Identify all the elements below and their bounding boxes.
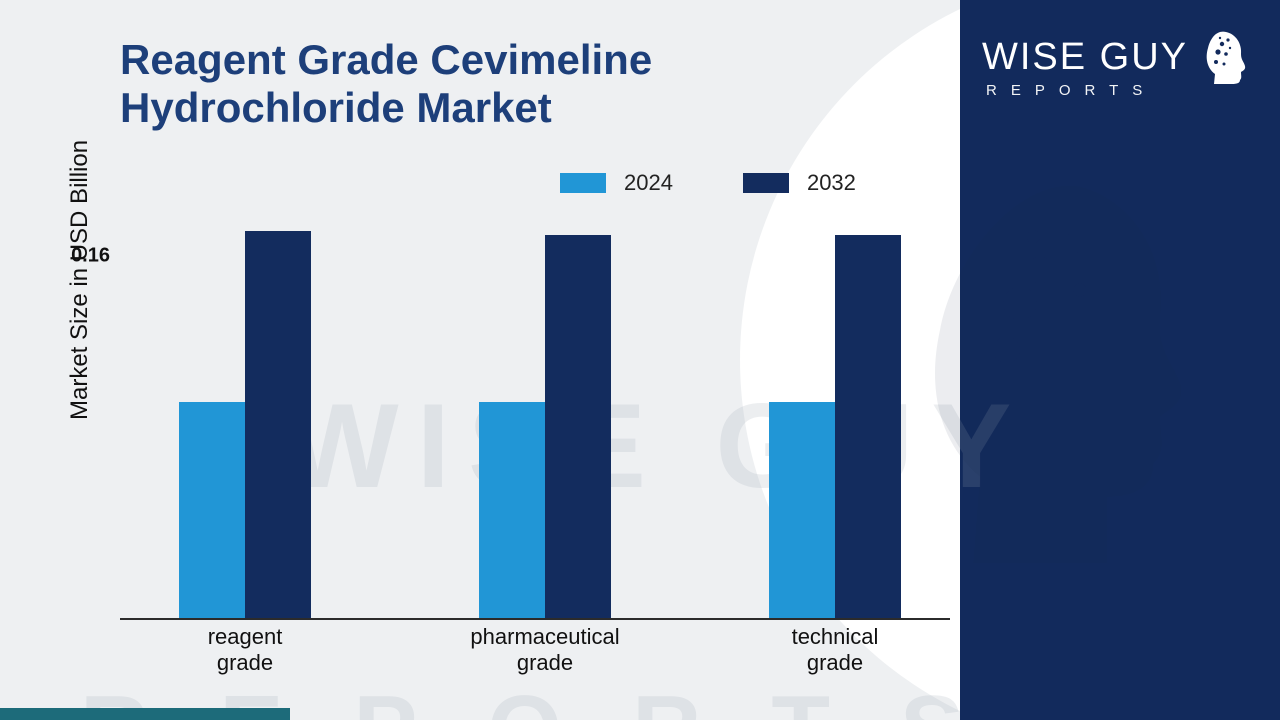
brand-logo: WISE GUY REPORTS — [982, 30, 1252, 99]
y-tick: 0.16 — [70, 244, 110, 267]
legend-item-0: 2024 — [560, 170, 673, 196]
x-axis-label: technicalgrade — [725, 618, 945, 677]
footer-accent-bar — [0, 708, 290, 720]
legend-swatch-0 — [560, 173, 606, 193]
bar — [179, 402, 245, 618]
plot-area: 0.16reagentgradepharmaceuticalgradetechn… — [120, 210, 950, 620]
bar-group: technicalgrade — [750, 235, 920, 618]
bar-group: reagentgrade — [160, 231, 330, 618]
right-panel — [960, 0, 1280, 720]
brand-main-row: WISE GUY — [982, 30, 1252, 84]
bar — [245, 231, 311, 618]
chart-title: Reagent Grade Cevimeline Hydrochloride M… — [120, 36, 740, 133]
bar — [479, 402, 545, 618]
brand-sub-text: REPORTS — [986, 82, 1252, 99]
chart-canvas: WISE GUY REPORTS Reagent Grade Cevimelin… — [0, 0, 1280, 720]
brand-head-icon — [1196, 30, 1246, 84]
y-axis-label: Market Size in USD Billion — [66, 140, 94, 420]
x-axis-label: pharmaceuticalgrade — [435, 618, 655, 677]
bar — [545, 235, 611, 618]
legend-swatch-1 — [743, 173, 789, 193]
bar — [835, 235, 901, 618]
x-axis-label: reagentgrade — [135, 618, 355, 677]
legend-label-0: 2024 — [624, 170, 673, 196]
legend-item-1: 2032 — [743, 170, 856, 196]
brand-main-text: WISE GUY — [982, 36, 1188, 79]
legend-label-1: 2032 — [807, 170, 856, 196]
bar-group: pharmaceuticalgrade — [460, 235, 630, 618]
bar — [769, 402, 835, 618]
chart-legend: 2024 2032 — [560, 170, 856, 196]
